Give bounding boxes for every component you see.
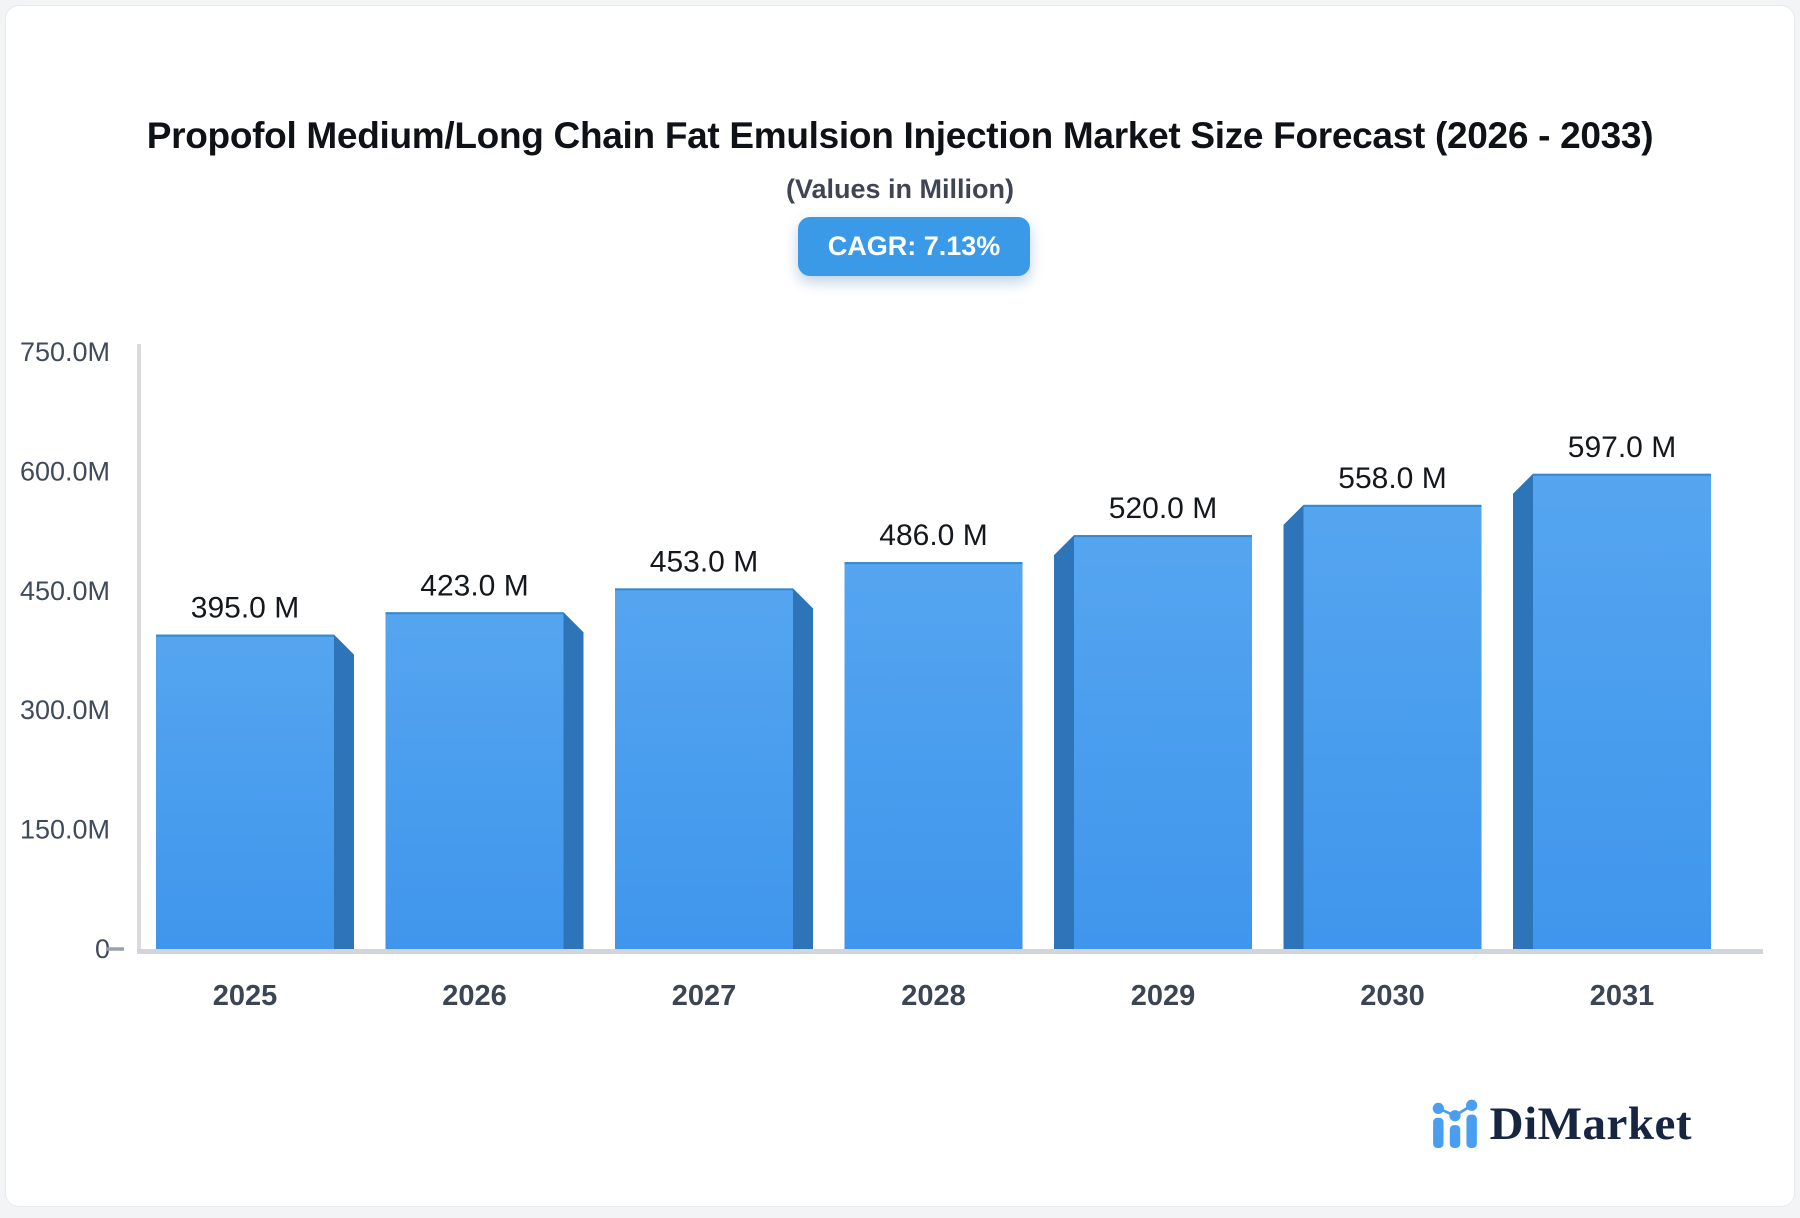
cagr-badge: CAGR: 7.13% <box>797 217 1031 276</box>
bar-side-face <box>1283 504 1304 949</box>
bar <box>1074 535 1252 949</box>
bar-value-label: 558.0 M <box>1338 462 1446 495</box>
bar-side-face <box>1054 535 1074 949</box>
x-tick-label: 2027 <box>672 980 737 1012</box>
x-tick-label: 2029 <box>1131 980 1196 1012</box>
chart-subtitle: (Values in Million) <box>785 174 1015 204</box>
bar-value-label: 453.0 M <box>650 545 758 578</box>
x-tick-label: 2026 <box>442 980 507 1012</box>
bar <box>1303 504 1482 949</box>
bar-side-face <box>793 588 813 949</box>
chart-header: Propofol Medium/Long Chain Fat Emulsion … <box>6 6 1794 276</box>
bar <box>1533 473 1711 949</box>
y-tick-label: 0 <box>95 934 110 964</box>
chart-card: Propofol Medium/Long Chain Fat Emulsion … <box>5 5 1795 1207</box>
y-tick-label: 450.0M <box>20 576 110 606</box>
bar-side-face <box>563 612 584 949</box>
bar-value-label: 520.0 M <box>1109 492 1217 525</box>
x-tick-label: 2028 <box>901 980 966 1012</box>
y-tick-label: 600.0M <box>20 456 110 486</box>
bar <box>385 612 564 949</box>
bar-side-face <box>334 634 354 949</box>
badge-row: CAGR: 7.13% <box>6 217 1794 276</box>
bar-value-label: 486.0 M <box>879 519 987 552</box>
bar <box>615 588 793 949</box>
bar <box>156 634 334 949</box>
y-tick-label: 150.0M <box>20 815 110 845</box>
bar-side-face <box>1513 473 1533 949</box>
forecast-bar-chart: 0 150.0M 300.0M 450.0M 600.0M 750.0M 395.0 M 20… <box>20 337 1763 1012</box>
x-tick-label: 2031 <box>1590 980 1655 1012</box>
brand-logo: DiMarket <box>1432 1098 1692 1148</box>
x-tick-label: 2025 <box>213 980 278 1012</box>
bar-value-label: 395.0 M <box>191 592 299 625</box>
y-tick-label: 300.0M <box>20 695 110 725</box>
y-tick-label: 750.0M <box>20 337 110 367</box>
chart-title: Propofol Medium/Long Chain Fat Emulsion … <box>146 115 1654 156</box>
x-tick-label: 2030 <box>1360 980 1425 1012</box>
brand-bars-icon <box>1432 1099 1477 1148</box>
bar-value-label: 423.0 M <box>420 569 528 602</box>
brand-name: DiMarket <box>1489 1098 1692 1150</box>
bar <box>844 562 1023 949</box>
bar-value-label: 597.0 M <box>1568 431 1676 464</box>
